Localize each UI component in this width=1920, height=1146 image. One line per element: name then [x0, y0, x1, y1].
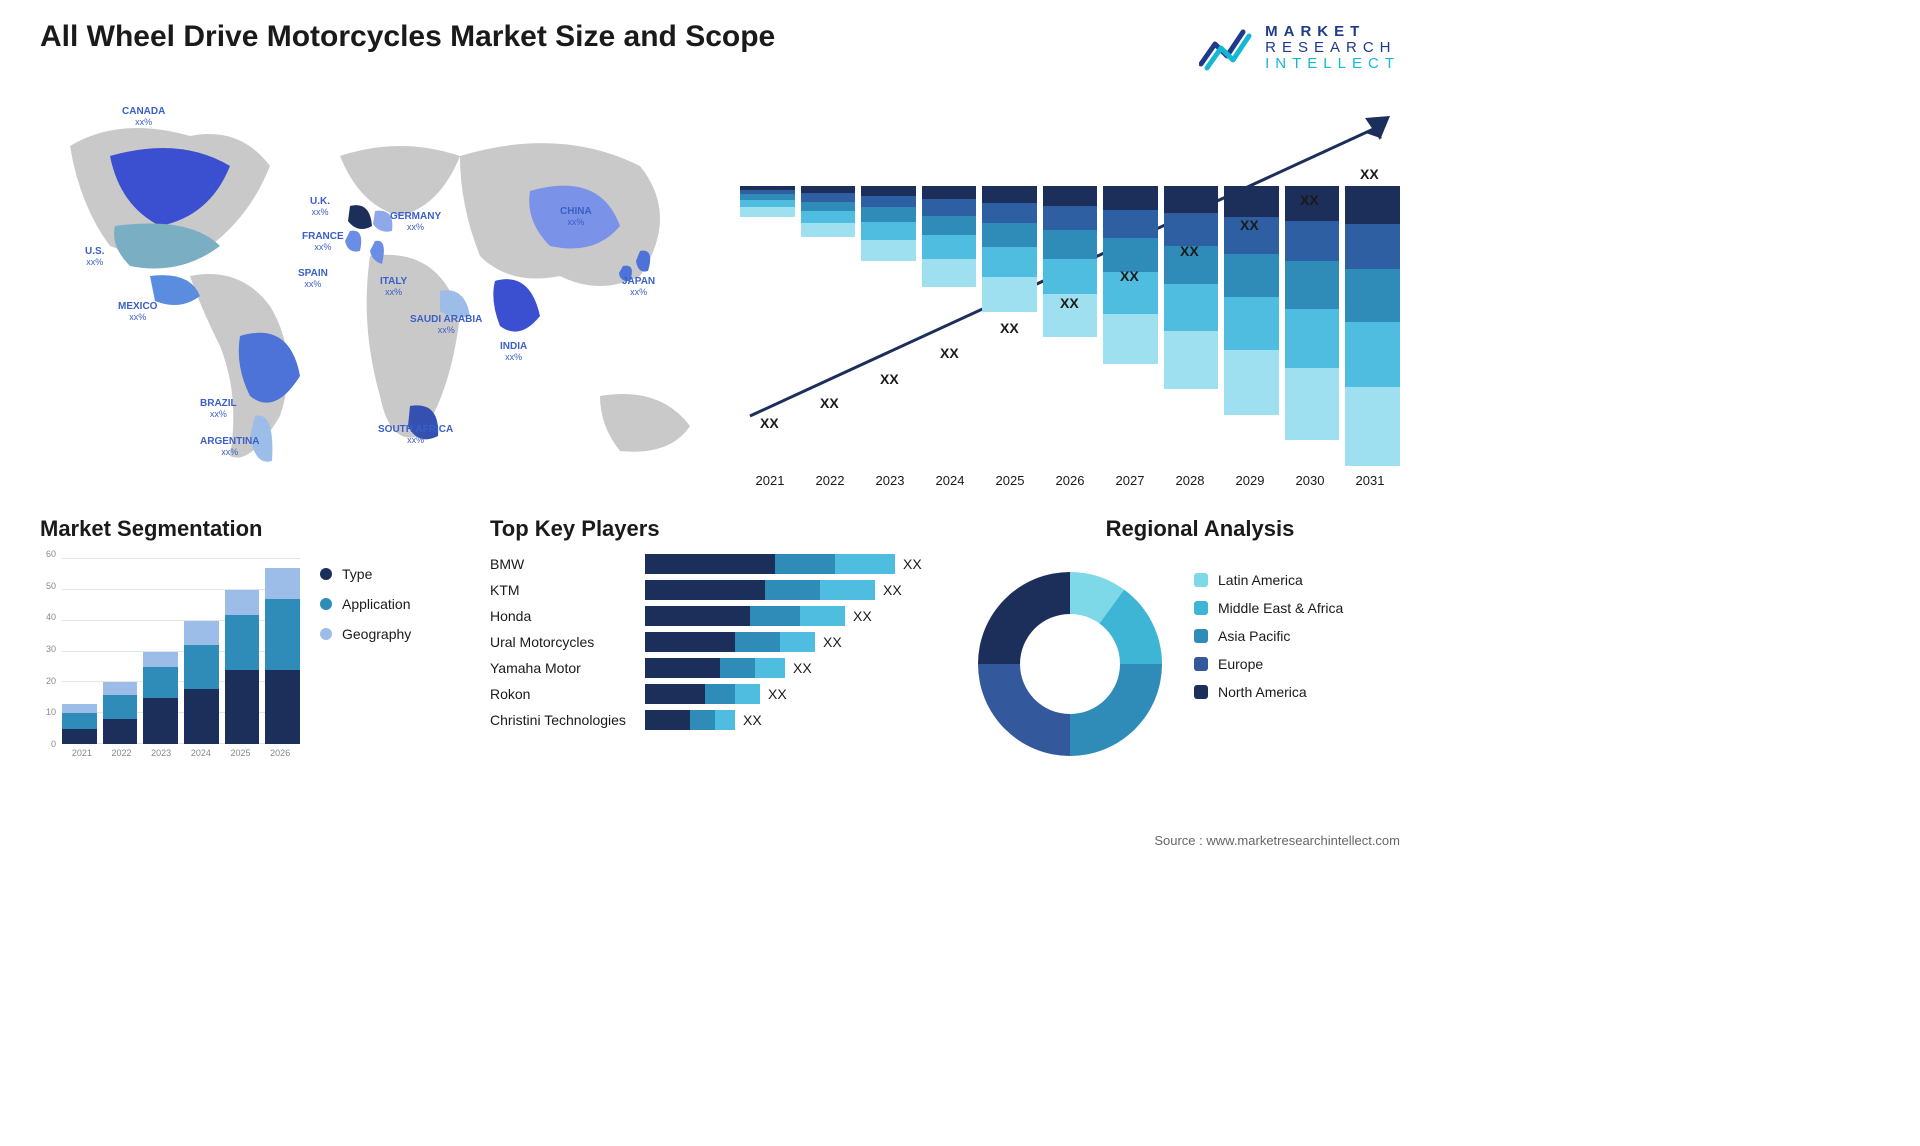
map-label: MEXICOxx%	[118, 301, 157, 323]
bottom-row: Market Segmentation 0102030405060 202120…	[0, 496, 1440, 764]
map-label: BRAZILxx%	[200, 398, 237, 420]
map-label: INDIAxx%	[500, 341, 527, 363]
growth-bar-label: XX	[1240, 217, 1259, 233]
top-row: CANADAxx% U.S.xx% MEXICOxx% BRAZILxx% ARGENT…	[0, 86, 1440, 496]
player-row: HondaXX	[490, 606, 940, 626]
player-row: RokonXX	[490, 684, 940, 704]
map-label: U.S.xx%	[85, 246, 104, 268]
regional-legend-item: Asia Pacific	[1194, 628, 1343, 644]
donut-slice	[978, 572, 1070, 664]
players-title: Top Key Players	[490, 516, 940, 542]
regional-donut	[970, 564, 1170, 764]
growth-bar-label: XX	[1060, 295, 1079, 311]
donut-slice	[1070, 664, 1162, 756]
logo-line2: RESEARCH	[1265, 40, 1400, 56]
regional-title: Regional Analysis	[970, 516, 1430, 542]
growth-bar-label: XX	[1180, 243, 1199, 259]
map-label: FRANCExx%	[302, 231, 344, 253]
player-row: BMWXX	[490, 554, 940, 574]
donut-slice	[978, 664, 1070, 756]
regional-legend: Latin America Middle East & Africa Asia Pa…	[1194, 554, 1343, 700]
segmentation-bar	[184, 621, 219, 744]
brand-logo: MARKET RESEARCH INTELLECT	[1199, 20, 1400, 76]
map-label: ITALYxx%	[380, 276, 407, 298]
world-map: CANADAxx% U.S.xx% MEXICOxx% BRAZILxx% ARGENT…	[40, 96, 720, 496]
growth-bar-label: XX	[940, 345, 959, 361]
growth-bar-label: XX	[1300, 192, 1319, 208]
map-label: CHINAxx%	[560, 206, 592, 228]
growth-bar-label: XX	[1000, 320, 1019, 336]
player-row: KTMXX	[490, 580, 940, 600]
logo-line1: MARKET	[1265, 24, 1400, 40]
players-section: Top Key Players BMWXX KTMXX HondaXX Ural Mo…	[490, 516, 940, 764]
map-label: SAUDI ARABIAxx%	[410, 314, 482, 336]
player-row: Ural MotorcyclesXX	[490, 632, 940, 652]
logo-text: MARKET RESEARCH INTELLECT	[1265, 24, 1400, 71]
map-label: SOUTH AFRICAxx%	[378, 424, 453, 446]
regional-section: Regional Analysis Latin America Middle Ea…	[970, 516, 1430, 764]
map-label: U.K.xx%	[310, 196, 330, 218]
segmentation-legend: Type Application Geography	[320, 566, 411, 642]
map-label: JAPANxx%	[622, 276, 655, 298]
source-text: Source : www.marketresearchintellect.com	[1154, 833, 1400, 848]
segmentation-legend-item: Application	[320, 596, 411, 612]
growth-bar-label: XX	[820, 395, 839, 411]
player-row: Yamaha MotorXX	[490, 658, 940, 678]
segmentation-legend-item: Type	[320, 566, 411, 582]
map-label: CANADAxx%	[122, 106, 165, 128]
map-label: SPAINxx%	[298, 268, 328, 290]
growth-chart: 2021202220232024202520262027202820292030…	[740, 96, 1400, 496]
logo-icon	[1199, 20, 1255, 76]
segmentation-bar	[265, 568, 300, 744]
logo-line3: INTELLECT	[1265, 56, 1400, 72]
segmentation-bar	[103, 682, 138, 744]
regional-legend-item: North America	[1194, 684, 1343, 700]
segmentation-bar	[225, 590, 260, 744]
segmentation-section: Market Segmentation 0102030405060 202120…	[40, 516, 460, 764]
segmentation-chart: 0102030405060 202120222023202420252026	[40, 554, 300, 764]
growth-bar-label: XX	[760, 415, 779, 431]
regional-legend-item: Europe	[1194, 656, 1343, 672]
growth-bar-label: XX	[880, 371, 899, 387]
header: All Wheel Drive Motorcycles Market Size …	[0, 0, 1440, 86]
regional-legend-item: Latin America	[1194, 572, 1343, 588]
map-label: GERMANYxx%	[390, 211, 441, 233]
regional-legend-item: Middle East & Africa	[1194, 600, 1343, 616]
map-label: ARGENTINAxx%	[200, 436, 259, 458]
segmentation-bar	[62, 704, 97, 744]
page-title: All Wheel Drive Motorcycles Market Size …	[40, 20, 775, 54]
segmentation-legend-item: Geography	[320, 626, 411, 642]
growth-bar-label: XX	[1360, 166, 1379, 182]
player-row: Christini TechnologiesXX	[490, 710, 940, 730]
growth-bar-label: XX	[1120, 268, 1139, 284]
segmentation-title: Market Segmentation	[40, 516, 460, 542]
segmentation-bar	[143, 652, 178, 745]
